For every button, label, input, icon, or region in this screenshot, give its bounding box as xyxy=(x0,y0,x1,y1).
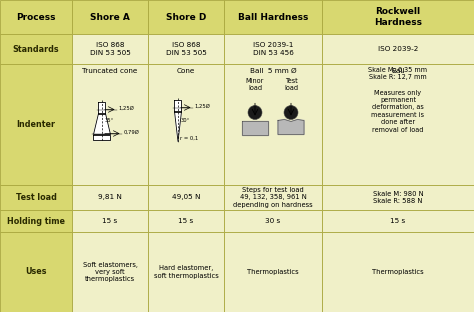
Bar xyxy=(0,210,72,232)
Bar xyxy=(72,0,148,34)
Text: Minor
load: Minor load xyxy=(246,78,264,91)
Bar xyxy=(148,64,224,185)
Bar xyxy=(72,34,148,64)
Bar xyxy=(0,0,72,34)
Text: Indenter: Indenter xyxy=(17,120,55,129)
Bar xyxy=(148,185,224,210)
Circle shape xyxy=(248,105,262,119)
Text: Soft elastomers,
very soft
thermoplastics: Soft elastomers, very soft thermoplastic… xyxy=(82,261,137,282)
Bar xyxy=(148,34,224,64)
Bar xyxy=(148,0,224,34)
Bar xyxy=(224,232,322,312)
Circle shape xyxy=(284,105,298,119)
Text: ISO 2039-2: ISO 2039-2 xyxy=(378,46,418,52)
Bar xyxy=(148,210,224,232)
Text: 30 s: 30 s xyxy=(265,218,281,224)
Text: Thermoplastics: Thermoplastics xyxy=(247,269,299,275)
Bar xyxy=(322,64,474,185)
Bar xyxy=(0,64,72,185)
Text: 9,81 N: 9,81 N xyxy=(98,194,122,201)
Text: Cone: Cone xyxy=(177,68,195,74)
Bar xyxy=(72,210,148,232)
Bar xyxy=(0,34,72,64)
Text: Standards: Standards xyxy=(13,45,59,53)
Text: Skale M: 6,35 mm
Skale R: 12,7 mm

Measures only
permanent
deformation, as
measu: Skale M: 6,35 mm Skale R: 12,7 mm Measur… xyxy=(368,67,428,133)
Bar xyxy=(322,34,474,64)
Text: 1,25Ø: 1,25Ø xyxy=(194,104,210,109)
Bar xyxy=(0,185,72,210)
Text: Process: Process xyxy=(16,12,56,22)
Bar xyxy=(72,64,148,185)
Polygon shape xyxy=(278,119,304,134)
Text: Ball: Ball xyxy=(392,68,405,74)
Text: Uses: Uses xyxy=(25,267,47,276)
Bar xyxy=(72,185,148,210)
Text: 30°: 30° xyxy=(181,118,190,123)
Text: 0,79Ø: 0,79Ø xyxy=(124,130,139,135)
Text: Rockwell
Hardness: Rockwell Hardness xyxy=(374,7,422,27)
Polygon shape xyxy=(93,134,110,139)
Bar xyxy=(322,185,474,210)
Text: Truncated cone: Truncated cone xyxy=(82,68,137,74)
Bar xyxy=(72,232,148,312)
Text: Ball Hardness: Ball Hardness xyxy=(238,12,308,22)
Text: 15 s: 15 s xyxy=(178,218,193,224)
Bar xyxy=(224,64,322,185)
Text: Shore D: Shore D xyxy=(166,12,206,22)
Text: 1,25Ø: 1,25Ø xyxy=(118,106,134,111)
Polygon shape xyxy=(99,101,106,114)
Text: Skale M: 980 N
Skale R: 588 N: Skale M: 980 N Skale R: 588 N xyxy=(373,191,423,204)
Bar xyxy=(224,210,322,232)
Text: Hard elastomer,
soft thermoplastics: Hard elastomer, soft thermoplastics xyxy=(154,265,219,279)
Bar xyxy=(0,232,72,312)
Text: 15 s: 15 s xyxy=(391,218,406,224)
Text: Shore A: Shore A xyxy=(90,12,130,22)
Polygon shape xyxy=(174,100,182,111)
Text: Test load: Test load xyxy=(16,193,56,202)
Text: Holding time: Holding time xyxy=(7,217,65,226)
Bar xyxy=(224,185,322,210)
Bar xyxy=(224,0,322,34)
Text: ISO 868
DIN 53 505: ISO 868 DIN 53 505 xyxy=(165,42,207,56)
Bar xyxy=(148,232,224,312)
Text: Test
load: Test load xyxy=(284,78,298,91)
Polygon shape xyxy=(93,114,110,134)
Bar xyxy=(322,232,474,312)
Text: Steps for test load
49, 132, 358, 961 N
depending on hardness: Steps for test load 49, 132, 358, 961 N … xyxy=(233,187,313,208)
Text: r = 0,1: r = 0,1 xyxy=(180,135,198,140)
Bar xyxy=(224,34,322,64)
Text: 35°: 35° xyxy=(105,118,114,123)
Text: Thermoplastics: Thermoplastics xyxy=(372,269,424,275)
Polygon shape xyxy=(242,120,268,134)
Bar xyxy=(322,210,474,232)
Text: 15 s: 15 s xyxy=(102,218,118,224)
Bar xyxy=(322,0,474,34)
Polygon shape xyxy=(174,111,182,142)
Text: 49,05 N: 49,05 N xyxy=(172,194,200,201)
Text: Ball  5 mm Ø: Ball 5 mm Ø xyxy=(250,68,296,74)
Text: ISO 2039-1
DIN 53 456: ISO 2039-1 DIN 53 456 xyxy=(253,42,293,56)
Text: ISO 868
DIN 53 505: ISO 868 DIN 53 505 xyxy=(90,42,130,56)
